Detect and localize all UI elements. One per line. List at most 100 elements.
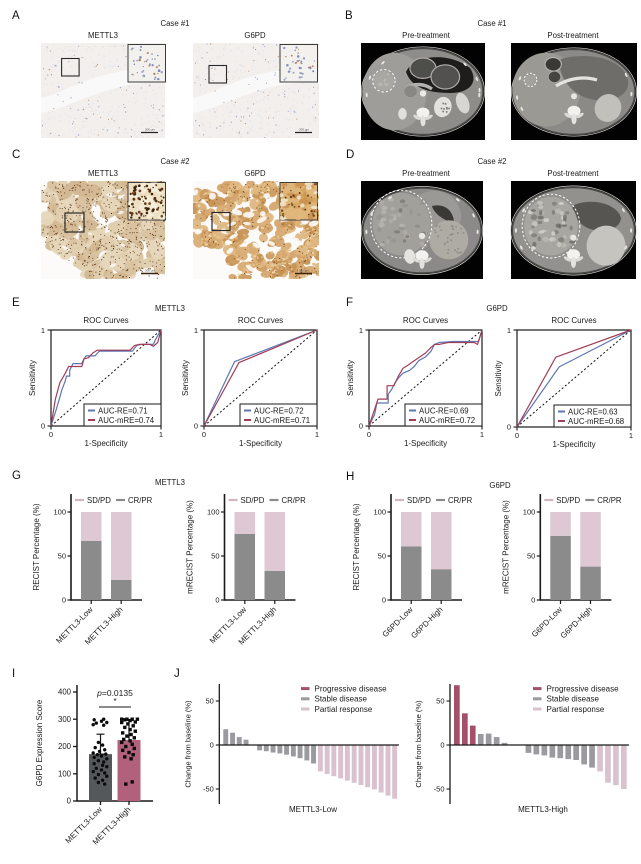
svg-text:0: 0 xyxy=(515,431,519,440)
svg-text:1: 1 xyxy=(41,326,45,335)
svg-text:AUC-RE=0.72: AUC-RE=0.72 xyxy=(254,407,304,416)
svg-text:100: 100 xyxy=(523,508,536,517)
svg-text:1: 1 xyxy=(315,430,319,439)
svg-text:Partial response: Partial response xyxy=(547,705,605,714)
svg-text:Post-treatment: Post-treatment xyxy=(547,169,599,178)
svg-text:C: C xyxy=(12,149,20,161)
svg-text:0: 0 xyxy=(215,596,219,605)
svg-text:400: 400 xyxy=(58,688,72,697)
svg-text:0: 0 xyxy=(49,430,53,439)
svg-text:A: A xyxy=(12,10,20,22)
svg-text:0: 0 xyxy=(194,422,198,431)
svg-text:Case #1: Case #1 xyxy=(477,19,506,28)
svg-text:0: 0 xyxy=(440,741,444,750)
svg-text:1: 1 xyxy=(359,326,363,335)
svg-text:1-Specificity: 1-Specificity xyxy=(404,439,447,448)
svg-text:METTL3: METTL3 xyxy=(88,169,118,178)
svg-text:Partial response: Partial response xyxy=(315,705,373,714)
svg-text:0: 0 xyxy=(41,422,45,431)
svg-text:Sensitivity: Sensitivity xyxy=(494,360,503,396)
svg-text:-50: -50 xyxy=(434,785,445,794)
svg-text:H: H xyxy=(346,471,354,483)
svg-text:0: 0 xyxy=(202,430,206,439)
svg-text:1-Specificity: 1-Specificity xyxy=(84,439,127,448)
svg-text:E: E xyxy=(12,297,20,309)
svg-text:Stable disease: Stable disease xyxy=(315,695,368,704)
svg-text:CR/PR: CR/PR xyxy=(128,496,153,505)
svg-text:200 μm: 200 μm xyxy=(299,128,310,132)
svg-text:Pre-treatment: Pre-treatment xyxy=(402,169,450,178)
svg-text:1-Specificity: 1-Specificity xyxy=(239,439,282,448)
svg-text:200 μm: 200 μm xyxy=(145,269,156,273)
svg-text:AUC-mRE=0.71: AUC-mRE=0.71 xyxy=(254,416,310,425)
svg-text:300: 300 xyxy=(58,715,72,724)
svg-text:G: G xyxy=(12,470,21,482)
svg-text:200: 200 xyxy=(58,742,72,751)
svg-text:1-Specificity: 1-Specificity xyxy=(552,440,595,449)
svg-text:50: 50 xyxy=(527,552,535,561)
svg-text:G6PD: G6PD xyxy=(486,304,508,313)
svg-text:Sensitivity: Sensitivity xyxy=(346,360,355,396)
svg-text:ROC Curves: ROC Curves xyxy=(403,316,448,325)
svg-text:50: 50 xyxy=(205,697,213,706)
svg-text:Case #2: Case #2 xyxy=(160,157,189,166)
svg-text:SD/PD: SD/PD xyxy=(407,496,431,505)
svg-text:G6PD: G6PD xyxy=(489,481,511,490)
svg-text:Stable disease: Stable disease xyxy=(547,695,600,704)
svg-text:RECIST Percentage (%): RECIST Percentage (%) xyxy=(352,503,361,590)
svg-text:0: 0 xyxy=(359,422,363,431)
svg-text:200 μm: 200 μm xyxy=(299,269,310,273)
svg-text:0: 0 xyxy=(67,797,72,806)
svg-text:I: I xyxy=(12,668,15,680)
svg-text:p=0.0135: p=0.0135 xyxy=(96,688,133,698)
svg-text:METTL3: METTL3 xyxy=(88,31,118,40)
svg-text:0: 0 xyxy=(62,596,66,605)
svg-text:AUC-mRE=0.74: AUC-mRE=0.74 xyxy=(98,416,155,425)
svg-text:100: 100 xyxy=(58,770,72,779)
svg-text:100: 100 xyxy=(373,508,386,517)
svg-text:Change from baseline (%): Change from baseline (%) xyxy=(414,700,423,788)
svg-text:SD/PD: SD/PD xyxy=(556,496,580,505)
svg-text:G6PD: G6PD xyxy=(244,169,266,178)
svg-text:Progressive disease: Progressive disease xyxy=(547,684,620,693)
svg-text:0: 0 xyxy=(531,596,535,605)
svg-text:D: D xyxy=(346,149,354,161)
svg-text:*: * xyxy=(113,697,116,706)
svg-text:-50: -50 xyxy=(203,785,214,794)
svg-text:F: F xyxy=(346,297,353,309)
svg-text:G6PD: G6PD xyxy=(244,31,266,40)
svg-text:AUC-RE=0.63: AUC-RE=0.63 xyxy=(568,408,618,417)
svg-text:AUC-RE=0.71: AUC-RE=0.71 xyxy=(98,407,148,416)
svg-text:Pre-treatment: Pre-treatment xyxy=(402,31,450,40)
svg-text:ROC Curves: ROC Curves xyxy=(551,316,596,325)
svg-text:CR/PR: CR/PR xyxy=(597,496,622,505)
svg-text:0: 0 xyxy=(367,430,371,439)
svg-text:100: 100 xyxy=(53,508,66,517)
svg-text:Sensitivity: Sensitivity xyxy=(28,360,37,396)
svg-text:RECIST Percentage (%): RECIST Percentage (%) xyxy=(32,503,41,590)
svg-text:0: 0 xyxy=(382,596,386,605)
svg-text:J: J xyxy=(174,668,180,680)
svg-text:Post-treatment: Post-treatment xyxy=(547,31,599,40)
svg-text:B: B xyxy=(345,10,353,22)
svg-text:METTL3: METTL3 xyxy=(155,478,185,487)
svg-text:100: 100 xyxy=(207,508,220,517)
svg-text:METTL3: METTL3 xyxy=(155,304,185,313)
svg-text:Sensitivity: Sensitivity xyxy=(181,360,190,396)
svg-text:1: 1 xyxy=(629,431,633,440)
svg-text:AUC-mRE=0.68: AUC-mRE=0.68 xyxy=(568,417,624,426)
svg-text:Progressive disease: Progressive disease xyxy=(315,684,388,693)
svg-text:Case #2: Case #2 xyxy=(477,157,506,166)
svg-text:G6PD Expression Score: G6PD Expression Score xyxy=(35,699,44,786)
svg-text:1: 1 xyxy=(480,430,484,439)
svg-text:AUC-mRE=0.72: AUC-mRE=0.72 xyxy=(419,416,475,425)
svg-text:0: 0 xyxy=(507,423,511,432)
svg-text:200 μm: 200 μm xyxy=(145,128,156,132)
svg-text:CR/PR: CR/PR xyxy=(448,496,473,505)
svg-text:CR/PR: CR/PR xyxy=(282,496,307,505)
svg-text:METTL3-Low: METTL3-Low xyxy=(289,805,337,814)
svg-text:ROC Curves: ROC Curves xyxy=(238,316,283,325)
svg-text:mRECIST Percentage (%): mRECIST Percentage (%) xyxy=(186,500,195,594)
svg-text:ROC Curves: ROC Curves xyxy=(83,316,128,325)
svg-text:mRECIST Percentage (%): mRECIST Percentage (%) xyxy=(501,500,510,594)
